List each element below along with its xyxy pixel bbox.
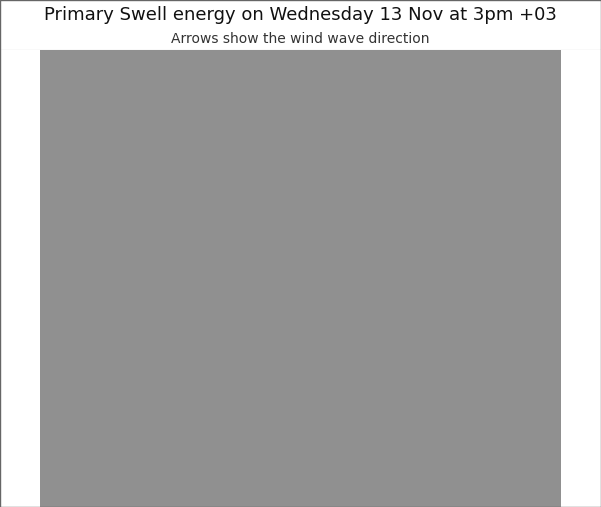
Text: Arrows show the wind wave direction: Arrows show the wind wave direction [171,32,430,46]
Text: Primary Swell energy on Wednesday 13 Nov at 3pm +03: Primary Swell energy on Wednesday 13 Nov… [44,6,557,24]
